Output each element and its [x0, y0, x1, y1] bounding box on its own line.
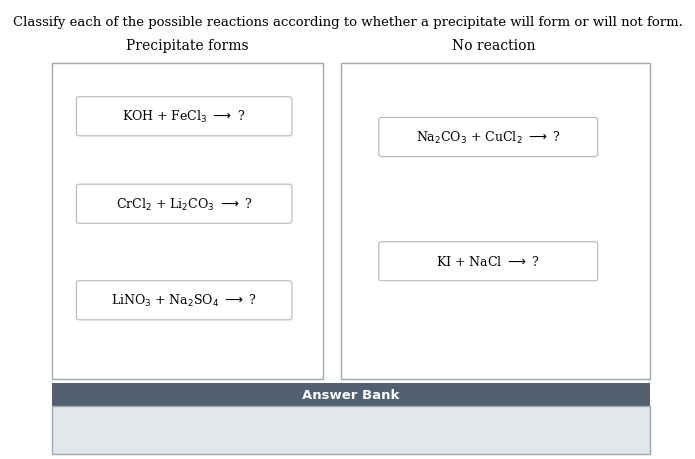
Text: Classify each of the possible reactions according to whether a precipitate will : Classify each of the possible reactions …: [13, 16, 682, 29]
FancyBboxPatch shape: [52, 383, 650, 406]
FancyBboxPatch shape: [341, 64, 650, 379]
Text: KOH + FeCl$_3$ $\longrightarrow$ ?: KOH + FeCl$_3$ $\longrightarrow$ ?: [122, 109, 246, 125]
Text: Na$_2$CO$_3$ + CuCl$_2$ $\longrightarrow$ ?: Na$_2$CO$_3$ + CuCl$_2$ $\longrightarrow…: [416, 129, 561, 146]
Text: KI + NaCl $\longrightarrow$ ?: KI + NaCl $\longrightarrow$ ?: [436, 255, 540, 269]
Text: CrCl$_2$ + Li$_2$CO$_3$ $\longrightarrow$ ?: CrCl$_2$ + Li$_2$CO$_3$ $\longrightarrow…: [116, 196, 252, 212]
FancyBboxPatch shape: [76, 185, 292, 224]
FancyBboxPatch shape: [379, 118, 598, 157]
Text: Answer Bank: Answer Bank: [302, 388, 400, 401]
FancyBboxPatch shape: [52, 406, 650, 454]
Text: Precipitate forms: Precipitate forms: [126, 39, 249, 53]
Text: No reaction: No reaction: [452, 39, 535, 53]
FancyBboxPatch shape: [379, 242, 598, 281]
Text: LiNO$_3$ + Na$_2$SO$_4$ $\longrightarrow$ ?: LiNO$_3$ + Na$_2$SO$_4$ $\longrightarrow…: [111, 293, 257, 309]
FancyBboxPatch shape: [52, 64, 323, 379]
FancyBboxPatch shape: [76, 97, 292, 136]
FancyBboxPatch shape: [76, 281, 292, 320]
